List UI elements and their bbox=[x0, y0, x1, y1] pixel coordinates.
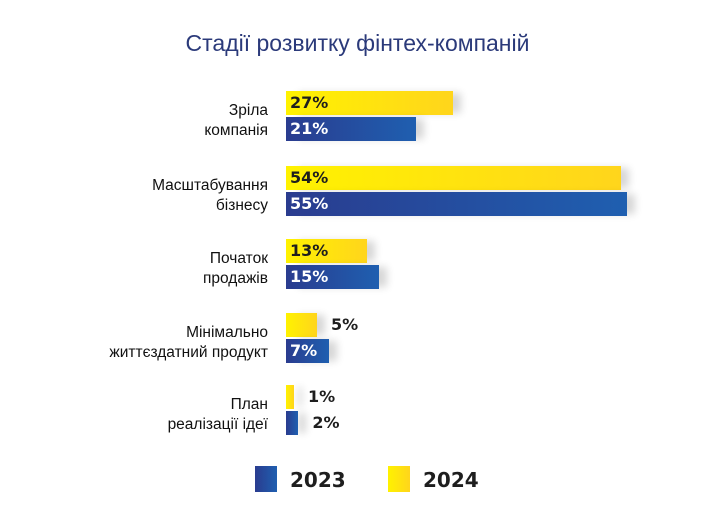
data-label-2023-4: 2% bbox=[312, 413, 340, 432]
bar-2024-2 bbox=[286, 239, 367, 263]
legend-label-2023: 2023 bbox=[290, 468, 346, 492]
legend-label-2024: 2024 bbox=[423, 468, 479, 492]
bar-2023-2 bbox=[286, 265, 379, 289]
data-label-2023-1: 55% bbox=[290, 194, 329, 213]
data-label-2024-4: 1% bbox=[308, 387, 336, 406]
category-label: Зріла компанія bbox=[204, 102, 268, 139]
data-label-2024-1: 54% bbox=[290, 168, 329, 187]
bar-2023-4 bbox=[286, 411, 299, 435]
data-label-2023-2: 15% bbox=[290, 267, 329, 286]
category-label: Початок продажів bbox=[202, 250, 268, 287]
category-label: Мінімально життєздатний продукт bbox=[109, 324, 268, 361]
bar-2023-0 bbox=[286, 117, 417, 141]
legend-swatch-2024 bbox=[388, 466, 410, 492]
data-label-2024-3: 5% bbox=[331, 315, 359, 334]
bar-2024-3 bbox=[286, 313, 317, 337]
bar-2024-4 bbox=[286, 385, 294, 409]
data-label-2024-0: 27% bbox=[290, 93, 329, 112]
bar-2023-1 bbox=[286, 192, 627, 216]
chart-title: Стадії розвитку фінтех-компаній bbox=[185, 30, 530, 56]
bar-2024-0 bbox=[286, 91, 454, 115]
data-label-2024-2: 13% bbox=[290, 241, 329, 260]
category-label: План реалізації ідеї bbox=[167, 396, 268, 433]
category-label: Масштабування бізнесу bbox=[152, 177, 268, 214]
bar-2024-1 bbox=[286, 166, 621, 190]
data-label-2023-3: 7% bbox=[290, 341, 318, 360]
legend-swatch-2023 bbox=[255, 466, 277, 492]
bar-2023-3 bbox=[286, 339, 330, 363]
data-label-2023-0: 21% bbox=[290, 119, 329, 138]
